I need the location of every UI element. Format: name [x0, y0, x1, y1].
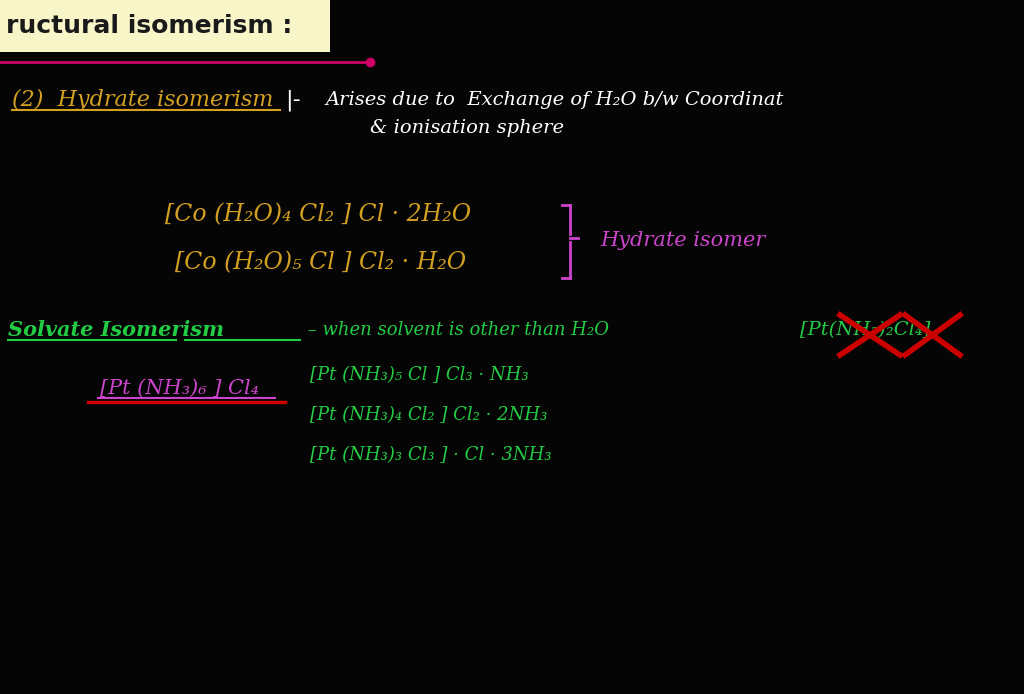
FancyBboxPatch shape: [0, 0, 330, 52]
Text: – when solvent is other than H₂O: – when solvent is other than H₂O: [302, 321, 609, 339]
Text: Hydrate isomer: Hydrate isomer: [600, 230, 765, 250]
Text: [Pt (NH₃)₅ Cl ] Cl₃ · NH₃: [Pt (NH₃)₅ Cl ] Cl₃ · NH₃: [310, 366, 528, 384]
Text: Arises due to  Exchange of H₂O b/w Coordinat: Arises due to Exchange of H₂O b/w Coordi…: [325, 91, 783, 109]
Text: [Pt(NH₃)₂Cl₄]: [Pt(NH₃)₂Cl₄]: [800, 321, 931, 339]
Text: (2)  Hydrate isomerism: (2) Hydrate isomerism: [12, 89, 273, 111]
Text: [Co (H₂O)₅ Cl ] Cl₂ · H₂O: [Co (H₂O)₅ Cl ] Cl₂ · H₂O: [175, 251, 466, 275]
Text: ructural isomerism :: ructural isomerism :: [6, 14, 292, 38]
Text: [Co (H₂O)₄ Cl₂ ] Cl · 2H₂O: [Co (H₂O)₄ Cl₂ ] Cl · 2H₂O: [165, 203, 471, 226]
Text: [Pt (NH₃)₄ Cl₂ ] Cl₂ · 2NH₃: [Pt (NH₃)₄ Cl₂ ] Cl₂ · 2NH₃: [310, 406, 548, 424]
Text: [Pt (NH₃)₃ Cl₃ ] · Cl · 3NH₃: [Pt (NH₃)₃ Cl₃ ] · Cl · 3NH₃: [310, 446, 552, 464]
Text: Solvate Isomerism: Solvate Isomerism: [8, 320, 224, 340]
Text: |-: |-: [285, 90, 301, 111]
Text: [Pt (NH₃)₆ ] Cl₄: [Pt (NH₃)₆ ] Cl₄: [100, 378, 259, 398]
Text: & ionisation sphere: & ionisation sphere: [370, 119, 564, 137]
